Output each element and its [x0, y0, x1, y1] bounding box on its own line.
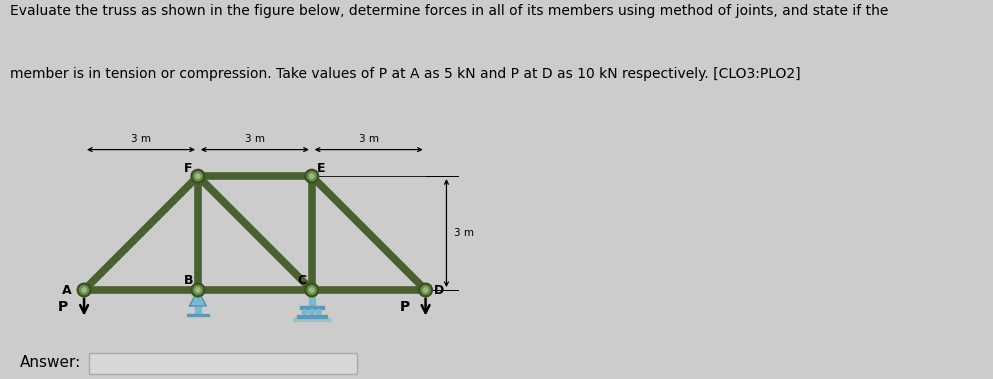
- Circle shape: [308, 286, 316, 294]
- Circle shape: [309, 309, 315, 315]
- Text: E: E: [317, 162, 326, 175]
- Circle shape: [302, 309, 308, 315]
- Text: P: P: [399, 300, 410, 314]
- Circle shape: [423, 288, 428, 292]
- Circle shape: [421, 285, 430, 294]
- Text: B: B: [184, 274, 194, 287]
- Circle shape: [307, 172, 317, 181]
- Polygon shape: [195, 306, 201, 313]
- Circle shape: [307, 285, 317, 294]
- Circle shape: [305, 169, 319, 183]
- Text: Evaluate the truss as shown in the figure below, determine forces in all of its : Evaluate the truss as shown in the figur…: [10, 4, 889, 18]
- Text: F: F: [184, 162, 193, 175]
- Polygon shape: [188, 313, 209, 316]
- Circle shape: [196, 288, 201, 292]
- Polygon shape: [293, 318, 331, 321]
- Text: member is in tension or compression. Take values of P at A as 5 kN and P at D as: member is in tension or compression. Tak…: [10, 67, 800, 81]
- Circle shape: [305, 283, 319, 297]
- Polygon shape: [297, 315, 327, 318]
- Polygon shape: [300, 306, 324, 309]
- Circle shape: [196, 174, 201, 179]
- Circle shape: [194, 285, 203, 294]
- Circle shape: [191, 283, 205, 297]
- Text: D: D: [434, 283, 444, 296]
- Text: 3 m: 3 m: [245, 134, 265, 144]
- Circle shape: [191, 169, 205, 183]
- Circle shape: [194, 172, 203, 181]
- Polygon shape: [309, 296, 315, 306]
- Circle shape: [419, 283, 432, 297]
- Circle shape: [81, 288, 86, 292]
- Circle shape: [310, 174, 314, 179]
- Text: 3 m: 3 m: [131, 134, 151, 144]
- Text: 3 m: 3 m: [454, 228, 474, 238]
- Circle shape: [77, 283, 91, 297]
- Text: P: P: [58, 300, 69, 314]
- Circle shape: [79, 285, 88, 294]
- Text: Answer:: Answer:: [20, 356, 81, 370]
- Circle shape: [316, 309, 321, 315]
- Text: A: A: [63, 283, 71, 296]
- Circle shape: [310, 288, 314, 292]
- Polygon shape: [190, 290, 207, 306]
- Text: 3 m: 3 m: [358, 134, 378, 144]
- FancyBboxPatch shape: [89, 353, 357, 374]
- Text: C: C: [298, 274, 307, 287]
